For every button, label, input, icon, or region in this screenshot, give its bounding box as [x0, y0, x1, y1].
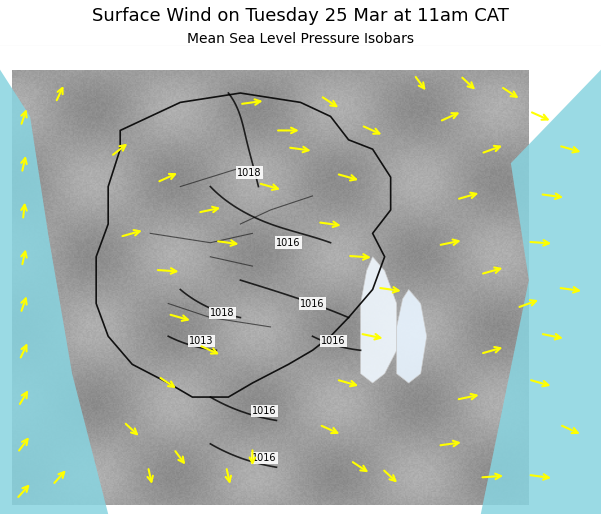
Polygon shape	[361, 256, 397, 383]
Text: Mean Sea Level Pressure Isobars: Mean Sea Level Pressure Isobars	[187, 32, 414, 46]
Text: 1016: 1016	[322, 336, 346, 346]
Text: 1013: 1013	[189, 336, 213, 346]
Polygon shape	[0, 69, 108, 514]
Text: Surface Wind on Tuesday 25 Mar at 11am CAT: Surface Wind on Tuesday 25 Mar at 11am C…	[92, 7, 509, 25]
Text: 1016: 1016	[300, 299, 325, 308]
Text: 1016: 1016	[252, 453, 276, 463]
Text: 1018: 1018	[210, 308, 234, 318]
Text: 1016: 1016	[276, 237, 300, 248]
Text: 1018: 1018	[237, 168, 261, 177]
Text: 1016: 1016	[252, 406, 276, 416]
Polygon shape	[481, 69, 601, 514]
Polygon shape	[397, 289, 427, 383]
